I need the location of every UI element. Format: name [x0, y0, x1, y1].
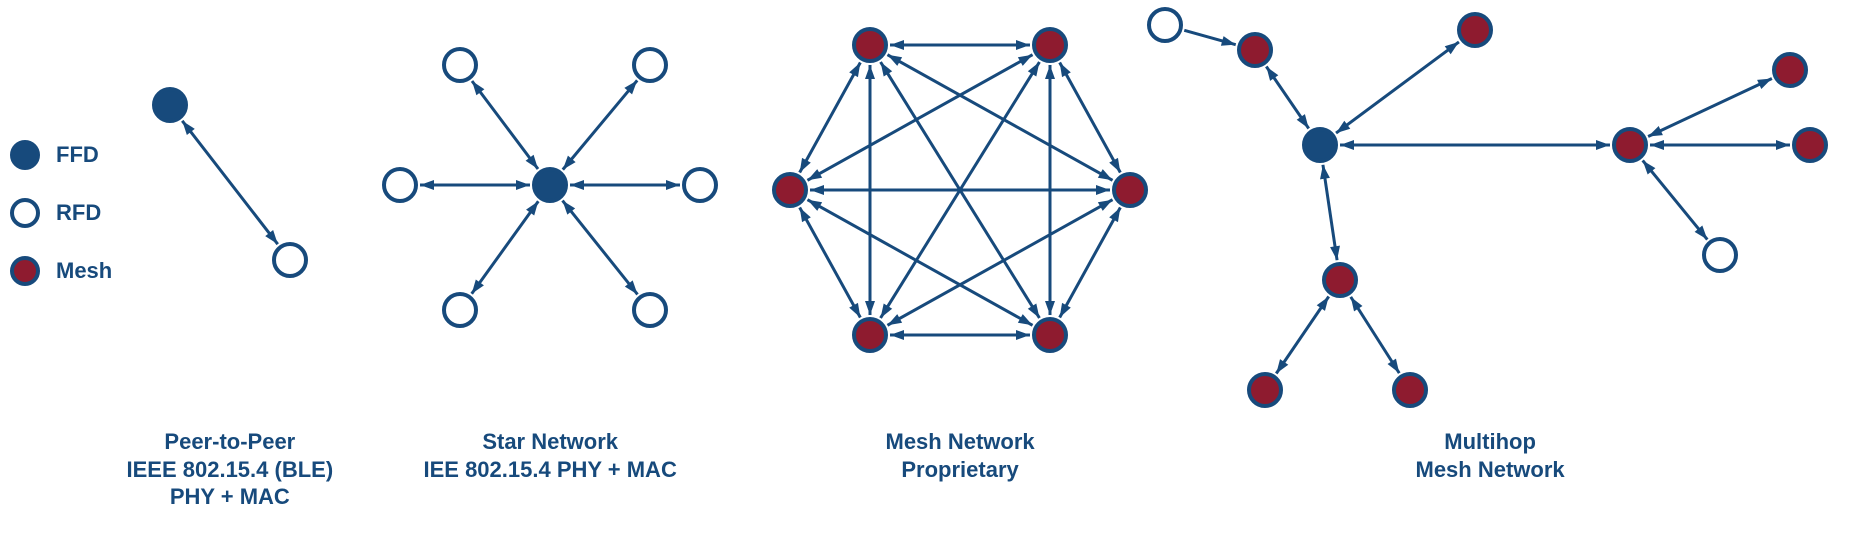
mesh-swatch-icon	[10, 256, 40, 286]
legend-row-mesh: Mesh	[10, 256, 112, 286]
caption-line: Proprietary	[886, 456, 1035, 484]
caption-line: IEE 802.15.4 PHY + MAC	[424, 456, 677, 484]
caption-line: PHY + MAC	[127, 483, 334, 511]
caption-line: Peer-to-Peer	[127, 428, 334, 456]
caption-line: Mesh Network	[886, 428, 1035, 456]
legend-row-rfd: RFD	[10, 198, 112, 228]
caption-multihop: MultihopMesh Network	[1416, 428, 1565, 483]
legend-row-ffd: FFD	[10, 140, 112, 170]
ffd-swatch-icon	[10, 140, 40, 170]
caption-line: Star Network	[424, 428, 677, 456]
legend: FFD RFD Mesh	[10, 140, 112, 286]
caption-mesh: Mesh NetworkProprietary	[886, 428, 1035, 483]
diagram-stage: FFD RFD Mesh Peer-to-PeerIEEE 802.15.4 (BL…	[0, 0, 1861, 533]
legend-label: RFD	[56, 200, 101, 226]
caption-p2p: Peer-to-PeerIEEE 802.15.4 (BLE)PHY + MAC	[127, 428, 334, 511]
caption-line: Multihop	[1416, 428, 1565, 456]
legend-label: FFD	[56, 142, 99, 168]
rfd-swatch-icon	[10, 198, 40, 228]
caption-line: Mesh Network	[1416, 456, 1565, 484]
legend-label: Mesh	[56, 258, 112, 284]
caption-line: IEEE 802.15.4 (BLE)	[127, 456, 334, 484]
caption-star: Star NetworkIEE 802.15.4 PHY + MAC	[424, 428, 677, 483]
